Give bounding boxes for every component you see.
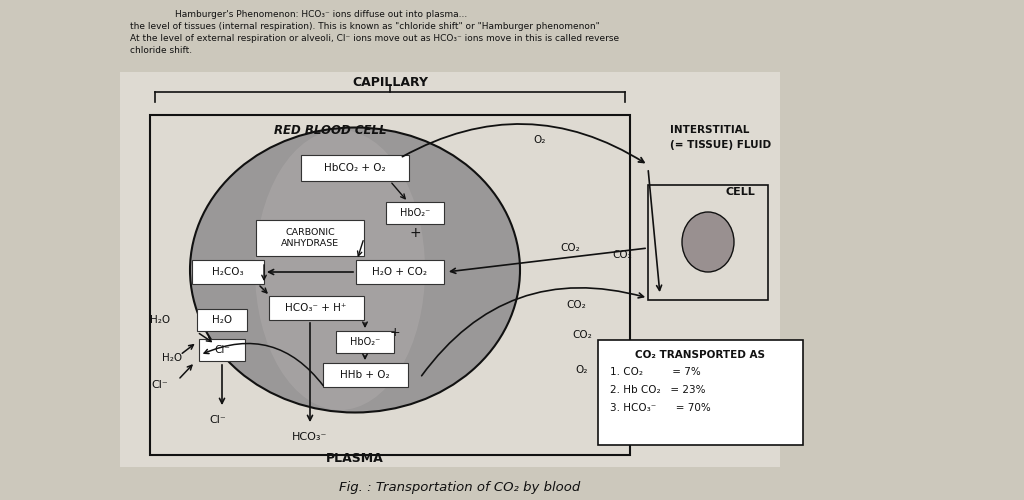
Ellipse shape — [190, 128, 520, 412]
Text: the level of tissues (internal respiration). This is known as "chloride shift" o: the level of tissues (internal respirati… — [130, 22, 600, 31]
Bar — [120, 72, 780, 467]
Bar — [268, 296, 364, 320]
Bar — [197, 309, 247, 331]
Text: 1. CO₂         = 7%: 1. CO₂ = 7% — [610, 367, 700, 377]
Text: CARBONIC
ANHYDRASE: CARBONIC ANHYDRASE — [281, 228, 339, 248]
Text: Cl⁻: Cl⁻ — [152, 380, 168, 390]
Text: CO₂ TRANSPORTED AS: CO₂ TRANSPORTED AS — [635, 350, 765, 360]
Text: Cl⁻: Cl⁻ — [210, 415, 226, 425]
Text: H₂O + CO₂: H₂O + CO₂ — [373, 267, 427, 277]
Text: At the level of external respiration or alveoli, Cl⁻ ions move out as HCO₃⁻ ions: At the level of external respiration or … — [130, 34, 620, 43]
Bar — [648, 185, 768, 300]
Bar — [199, 339, 245, 361]
Text: RED BLOOD CELL: RED BLOOD CELL — [273, 124, 386, 136]
Bar — [323, 363, 408, 387]
Text: (= TISSUE) FLUID: (= TISSUE) FLUID — [670, 140, 771, 150]
Text: H₂O: H₂O — [150, 315, 170, 325]
Text: H₂O: H₂O — [212, 315, 232, 325]
Bar — [301, 155, 409, 181]
Ellipse shape — [255, 130, 425, 410]
Text: CO₂: CO₂ — [560, 243, 580, 253]
Bar — [356, 260, 444, 284]
Text: HHb + O₂: HHb + O₂ — [340, 370, 390, 380]
Text: HbO₂⁻: HbO₂⁻ — [350, 337, 380, 347]
Text: HCO₃⁻ + H⁺: HCO₃⁻ + H⁺ — [286, 303, 347, 313]
Text: HbCO₂ + O₂: HbCO₂ + O₂ — [325, 163, 386, 173]
Text: 3. HCO₃⁻      = 70%: 3. HCO₃⁻ = 70% — [610, 403, 711, 413]
Bar — [150, 115, 630, 455]
Text: PLASMA: PLASMA — [326, 452, 384, 464]
Text: Cl⁻: Cl⁻ — [214, 345, 230, 355]
Text: CO₂: CO₂ — [572, 330, 592, 340]
Text: Fig. : Transportation of CO₂ by blood: Fig. : Transportation of CO₂ by blood — [339, 480, 581, 494]
Ellipse shape — [682, 212, 734, 272]
Text: H₂CO₃: H₂CO₃ — [212, 267, 244, 277]
Text: HCO₃⁻: HCO₃⁻ — [292, 432, 328, 442]
Bar — [336, 331, 394, 353]
Text: 2. Hb CO₂   = 23%: 2. Hb CO₂ = 23% — [610, 385, 706, 395]
Text: CO₂: CO₂ — [566, 300, 586, 310]
Text: CO₂: CO₂ — [612, 250, 632, 260]
Text: O₂: O₂ — [575, 365, 588, 375]
Text: CAPILLARY: CAPILLARY — [352, 76, 428, 88]
Text: H₂O: H₂O — [162, 353, 182, 363]
Text: CELL: CELL — [725, 187, 755, 197]
Text: +: + — [410, 226, 421, 240]
Bar — [256, 220, 364, 256]
Bar — [386, 202, 444, 224]
Text: INTERSTITIAL: INTERSTITIAL — [670, 125, 750, 135]
Bar — [598, 340, 803, 445]
Text: +: + — [390, 326, 400, 338]
Text: O₂: O₂ — [534, 135, 546, 145]
Text: HbO₂⁻: HbO₂⁻ — [400, 208, 430, 218]
Bar — [193, 260, 264, 284]
Text: chloride shift.: chloride shift. — [130, 46, 193, 55]
Text: Hamburger's Phenomenon: HCO₃⁻ ions diffuse out into plasma...: Hamburger's Phenomenon: HCO₃⁻ ions diffu… — [175, 10, 467, 19]
